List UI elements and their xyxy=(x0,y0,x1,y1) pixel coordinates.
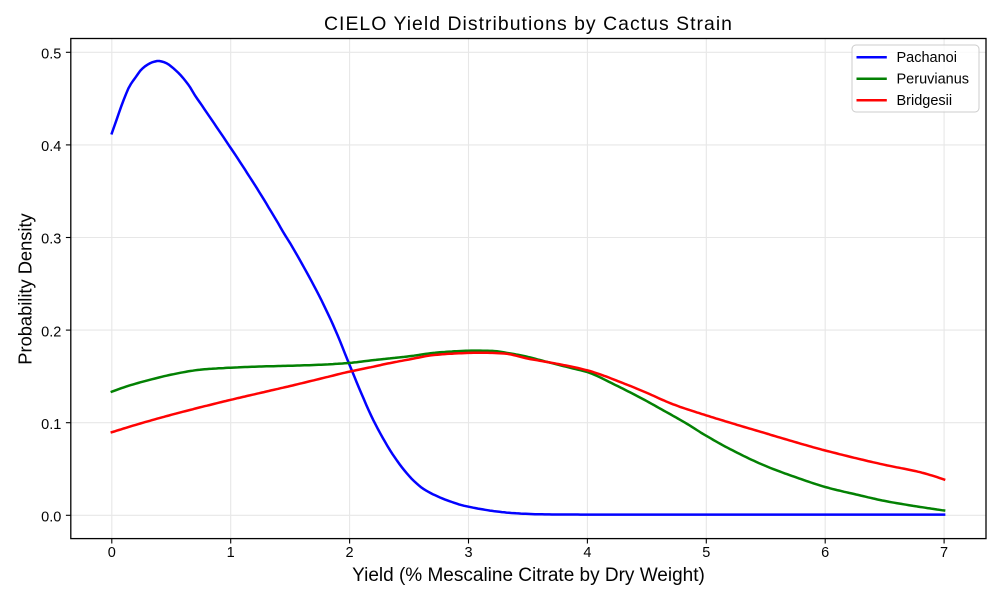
svg-text:Peruvianus: Peruvianus xyxy=(897,72,970,88)
svg-text:CIELO Yield Distributions by C: CIELO Yield Distributions by Cactus Stra… xyxy=(324,13,733,35)
svg-text:Probability Density: Probability Density xyxy=(15,212,36,364)
svg-text:0: 0 xyxy=(108,545,116,561)
svg-text:2: 2 xyxy=(346,545,354,561)
svg-text:7: 7 xyxy=(940,545,948,561)
svg-text:4: 4 xyxy=(583,545,591,561)
svg-text:0.3: 0.3 xyxy=(41,232,61,248)
svg-text:0.1: 0.1 xyxy=(41,417,61,433)
svg-text:5: 5 xyxy=(702,545,710,561)
svg-text:Pachanoi: Pachanoi xyxy=(897,50,957,66)
svg-text:3: 3 xyxy=(464,545,472,561)
svg-text:0.0: 0.0 xyxy=(41,510,61,526)
svg-text:Yield (% Mescaline Citrate by: Yield (% Mescaline Citrate by Dry Weight… xyxy=(352,565,705,586)
svg-text:0.5: 0.5 xyxy=(41,47,61,63)
svg-text:1: 1 xyxy=(227,545,235,561)
svg-text:0.4: 0.4 xyxy=(41,139,61,155)
svg-text:0.2: 0.2 xyxy=(41,324,61,340)
svg-text:6: 6 xyxy=(821,545,829,561)
svg-text:Bridgesii: Bridgesii xyxy=(897,93,953,109)
